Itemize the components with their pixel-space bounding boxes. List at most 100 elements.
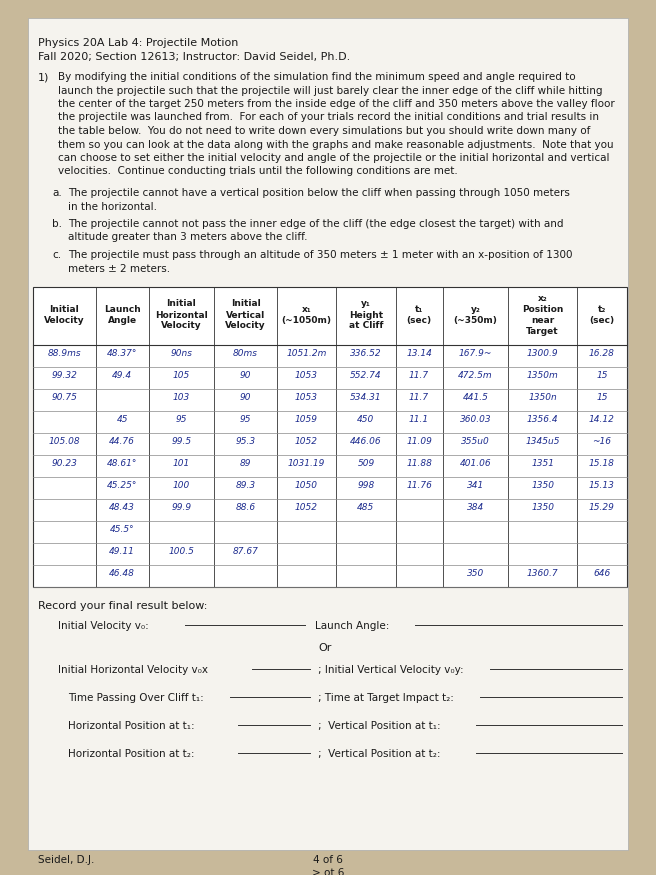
Text: 336.52: 336.52 — [350, 348, 382, 358]
Text: x₂: x₂ — [538, 294, 548, 303]
Text: 1360.7: 1360.7 — [527, 569, 558, 578]
Text: 44.76: 44.76 — [109, 437, 135, 445]
Text: the center of the target 250 meters from the inside edge of the cliff and 350 me: the center of the target 250 meters from… — [58, 99, 615, 109]
Text: x₁: x₁ — [302, 305, 312, 314]
Text: 509: 509 — [358, 458, 375, 467]
Text: Vertical: Vertical — [226, 311, 265, 319]
Text: Horizontal: Horizontal — [155, 311, 208, 319]
Text: (sec): (sec) — [590, 316, 615, 325]
Text: Record your final result below:: Record your final result below: — [38, 601, 207, 611]
Text: 11.7: 11.7 — [409, 370, 429, 380]
Text: 485: 485 — [358, 502, 375, 512]
Text: 1351: 1351 — [531, 458, 554, 467]
Text: 89: 89 — [240, 458, 251, 467]
Text: 14.12: 14.12 — [589, 415, 615, 424]
Text: 45.5°: 45.5° — [110, 524, 134, 534]
Text: 88.6: 88.6 — [236, 502, 256, 512]
Text: can choose to set either the initial velocity and angle of the projectile or the: can choose to set either the initial vel… — [58, 153, 609, 163]
Text: 11.09: 11.09 — [406, 437, 432, 445]
Text: Initial: Initial — [231, 299, 260, 309]
Text: 360.03: 360.03 — [460, 415, 491, 424]
Text: 49.4: 49.4 — [112, 370, 132, 380]
Text: 11.1: 11.1 — [409, 415, 429, 424]
Text: 90.23: 90.23 — [51, 458, 77, 467]
Text: 1053: 1053 — [295, 370, 318, 380]
Text: 105.08: 105.08 — [49, 437, 80, 445]
Text: > ot 6: > ot 6 — [312, 868, 344, 875]
Text: 15.18: 15.18 — [589, 458, 615, 467]
Text: 48.43: 48.43 — [109, 502, 135, 512]
Text: 1050: 1050 — [295, 480, 318, 489]
Text: 15.13: 15.13 — [589, 480, 615, 489]
Text: 646: 646 — [594, 569, 611, 578]
Text: The projectile must pass through an altitude of 350 meters ± 1 meter with an x-p: The projectile must pass through an alti… — [68, 250, 573, 260]
Text: 384: 384 — [467, 502, 484, 512]
Text: The projectile cannot not pass the inner edge of the cliff (the edge closest the: The projectile cannot not pass the inner… — [68, 219, 564, 229]
Text: 90: 90 — [240, 393, 251, 402]
Text: 441.5: 441.5 — [462, 393, 488, 402]
Text: 45: 45 — [116, 415, 128, 424]
Text: the projectile was launched from.  For each of your trials record the initial co: the projectile was launched from. For ea… — [58, 113, 599, 123]
Text: 100: 100 — [173, 480, 190, 489]
Text: 95: 95 — [240, 415, 251, 424]
Text: 1051.2m: 1051.2m — [287, 348, 327, 358]
Text: 1350: 1350 — [531, 480, 554, 489]
Text: 1): 1) — [38, 72, 49, 82]
Text: 13.14: 13.14 — [406, 348, 432, 358]
Text: 48.61°: 48.61° — [107, 458, 137, 467]
Text: 95.3: 95.3 — [236, 437, 256, 445]
Text: c.: c. — [52, 250, 61, 260]
Text: 95: 95 — [176, 415, 187, 424]
Text: Horizontal Position at t₂:: Horizontal Position at t₂: — [68, 749, 194, 759]
Text: 99.5: 99.5 — [171, 437, 192, 445]
Text: 90: 90 — [240, 370, 251, 380]
Text: 49.11: 49.11 — [109, 547, 135, 556]
Text: b.: b. — [52, 219, 62, 229]
Text: 1345u5: 1345u5 — [525, 437, 560, 445]
Text: them so you can look at the data along with the graphs and make reasonable adjus: them so you can look at the data along w… — [58, 139, 613, 150]
Text: launch the projectile such that the projectile will just barely clear the inner : launch the projectile such that the proj… — [58, 86, 602, 95]
Text: Height: Height — [349, 311, 383, 319]
Text: 1356.4: 1356.4 — [527, 415, 558, 424]
Text: ~16: ~16 — [592, 437, 611, 445]
Text: 534.31: 534.31 — [350, 393, 382, 402]
Text: Velocity: Velocity — [161, 321, 202, 331]
Text: 446.06: 446.06 — [350, 437, 382, 445]
Text: Launch Angle:: Launch Angle: — [315, 621, 390, 631]
Text: 48.37°: 48.37° — [107, 348, 137, 358]
Text: 167.9~: 167.9~ — [459, 348, 492, 358]
Text: 88.9ms: 88.9ms — [47, 348, 81, 358]
Text: y₂: y₂ — [470, 305, 480, 314]
Text: 11.76: 11.76 — [406, 480, 432, 489]
Text: 450: 450 — [358, 415, 375, 424]
Text: 11.88: 11.88 — [406, 458, 432, 467]
Text: (sec): (sec) — [407, 316, 432, 325]
Text: ;  Vertical Position at t₂:: ; Vertical Position at t₂: — [318, 749, 440, 759]
Text: Fall 2020; Section 12613; Instructor: David Seidel, Ph.D.: Fall 2020; Section 12613; Instructor: Da… — [38, 52, 350, 62]
Text: Target: Target — [526, 327, 559, 336]
Text: 1300.9: 1300.9 — [527, 348, 558, 358]
Text: 46.48: 46.48 — [109, 569, 135, 578]
Text: 350: 350 — [467, 569, 484, 578]
Text: 99.9: 99.9 — [171, 502, 192, 512]
Text: Time Passing Over Cliff t₁:: Time Passing Over Cliff t₁: — [68, 693, 204, 703]
Text: 15.29: 15.29 — [589, 502, 615, 512]
Text: at Cliff: at Cliff — [349, 321, 383, 331]
Text: meters ± 2 meters.: meters ± 2 meters. — [68, 263, 170, 274]
Text: the table below.  You do not need to write down every simulations but you should: the table below. You do not need to writ… — [58, 126, 590, 136]
Text: 1350: 1350 — [531, 502, 554, 512]
Text: Initial: Initial — [49, 305, 79, 314]
Text: 1053: 1053 — [295, 393, 318, 402]
Text: velocities.  Continue conducting trials until the following conditions are met.: velocities. Continue conducting trials u… — [58, 166, 458, 177]
Text: 472.5m: 472.5m — [458, 370, 493, 380]
Text: Initial Velocity v₀:: Initial Velocity v₀: — [58, 621, 149, 631]
Text: By modifying the initial conditions of the simulation find the minimum speed and: By modifying the initial conditions of t… — [58, 72, 575, 82]
Text: Horizontal Position at t₁:: Horizontal Position at t₁: — [68, 721, 195, 731]
Text: 552.74: 552.74 — [350, 370, 382, 380]
Text: 355u0: 355u0 — [461, 437, 490, 445]
Text: (~350m): (~350m) — [453, 316, 497, 325]
Text: 16.28: 16.28 — [589, 348, 615, 358]
Text: 341: 341 — [467, 480, 484, 489]
Text: ;  Vertical Position at t₁:: ; Vertical Position at t₁: — [318, 721, 441, 731]
Text: Velocity: Velocity — [44, 316, 85, 325]
